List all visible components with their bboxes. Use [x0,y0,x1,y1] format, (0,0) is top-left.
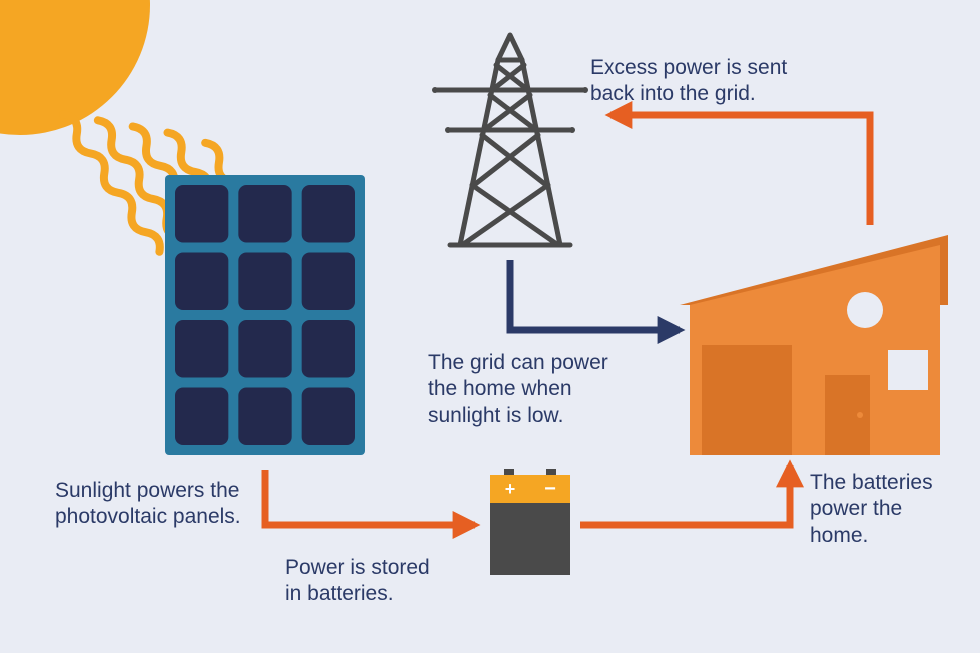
label-stored: Power is stored in batteries. [285,555,505,608]
label-excess: Excess power is sent back into the grid. [590,55,870,108]
power-tower-icon [432,35,588,245]
sun-icon [0,0,150,135]
label-bathome: The batteries power the home. [810,470,980,549]
solar-panel-icon [165,175,365,455]
label-gridlow: The grid can power the home when sunligh… [428,350,688,429]
house-icon [680,235,948,455]
arrow-house-to-grid [610,115,870,225]
svg-text:+: + [505,479,516,499]
svg-text:−: − [544,478,556,500]
arrow-grid-to-house [510,260,680,330]
label-sunlight: Sunlight powers the photovoltaic panels. [55,478,315,531]
arrow-battery-to-house [580,465,790,525]
